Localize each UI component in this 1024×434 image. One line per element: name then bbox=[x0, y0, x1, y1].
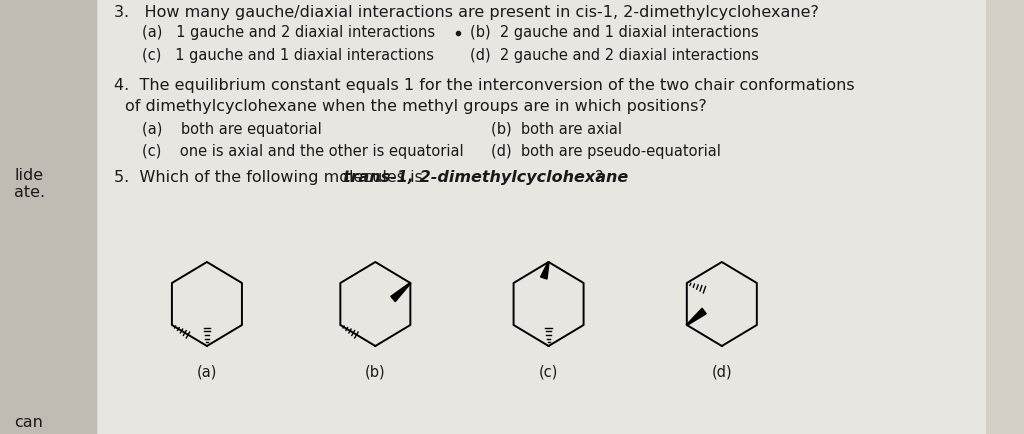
Text: ate.: ate. bbox=[14, 184, 45, 200]
Text: (a)    both are equatorial: (a) both are equatorial bbox=[142, 122, 323, 137]
Polygon shape bbox=[686, 309, 707, 326]
Text: trans-1, 2-dimethylcyclohexane: trans-1, 2-dimethylcyclohexane bbox=[343, 170, 628, 184]
Text: (b)  2 gauche and 1 diaxial interactions: (b) 2 gauche and 1 diaxial interactions bbox=[470, 25, 759, 40]
Text: (a)   1 gauche and 2 diaxial interactions: (a) 1 gauche and 2 diaxial interactions bbox=[142, 25, 435, 40]
Text: 5.  Which of the following molecules is: 5. Which of the following molecules is bbox=[114, 170, 428, 184]
Text: (d)  2 gauche and 2 diaxial interactions: (d) 2 gauche and 2 diaxial interactions bbox=[470, 48, 759, 63]
Text: (d)  both are pseudo-equatorial: (d) both are pseudo-equatorial bbox=[490, 144, 721, 159]
Polygon shape bbox=[391, 283, 411, 302]
Text: of dimethylcyclohexane when the methyl groups are in which positions?: of dimethylcyclohexane when the methyl g… bbox=[125, 99, 707, 114]
Text: lide: lide bbox=[14, 168, 44, 183]
Text: (c)    one is axial and the other is equatorial: (c) one is axial and the other is equato… bbox=[142, 144, 464, 159]
Text: ?: ? bbox=[595, 170, 603, 184]
Text: can: can bbox=[14, 414, 43, 429]
Bar bbox=[0, 0, 96, 434]
Polygon shape bbox=[541, 262, 549, 279]
Text: 4.  The equilibrium constant equals 1 for the interconversion of the two chair c: 4. The equilibrium constant equals 1 for… bbox=[114, 78, 854, 93]
Text: (b): (b) bbox=[365, 364, 386, 379]
Text: (b)  both are axial: (b) both are axial bbox=[490, 122, 622, 137]
Text: (a): (a) bbox=[197, 364, 217, 379]
Text: (c)   1 gauche and 1 diaxial interactions: (c) 1 gauche and 1 diaxial interactions bbox=[142, 48, 434, 63]
Text: 3.   How many gauche/diaxial interactions are present in cis-1, 2-dimethylcycloh: 3. How many gauche/diaxial interactions … bbox=[114, 5, 818, 20]
Text: (d): (d) bbox=[712, 364, 732, 379]
Text: (c): (c) bbox=[539, 364, 558, 379]
